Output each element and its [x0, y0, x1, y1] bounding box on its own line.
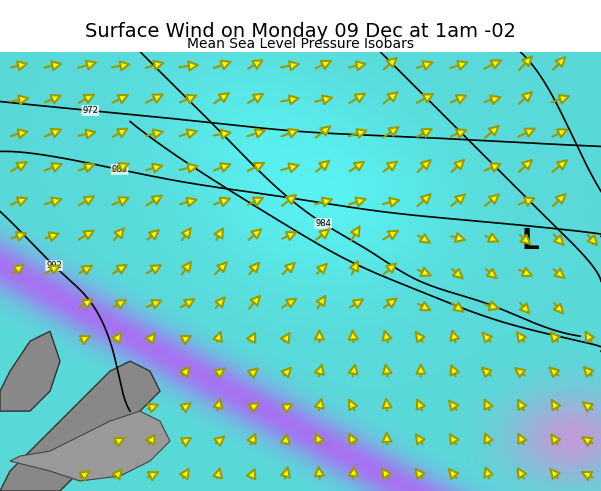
Text: Mean Sea Level Pressure Isobars: Mean Sea Level Pressure Isobars: [187, 37, 414, 51]
Text: 980: 980: [112, 165, 127, 174]
Text: 972: 972: [82, 106, 98, 115]
Polygon shape: [0, 361, 160, 491]
Text: L: L: [521, 227, 539, 255]
Text: 984: 984: [316, 219, 331, 228]
Text: 992: 992: [46, 261, 62, 270]
Polygon shape: [0, 331, 60, 411]
Polygon shape: [10, 411, 170, 481]
Text: Surface Wind on Monday 09 Dec at 1am -02: Surface Wind on Monday 09 Dec at 1am -02: [85, 22, 516, 41]
